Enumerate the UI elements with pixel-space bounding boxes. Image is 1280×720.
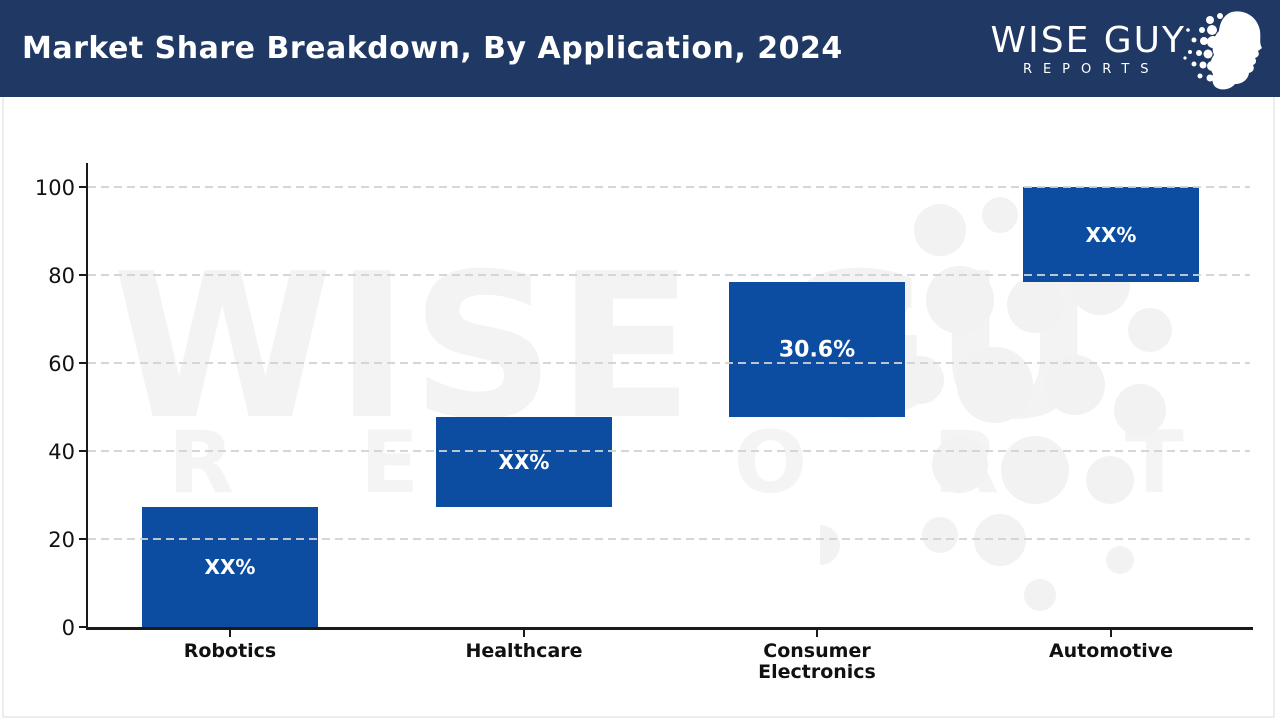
bar-value-label: XX% xyxy=(1085,222,1137,247)
gridline-100 xyxy=(88,186,1250,188)
y-axis-label-100: 100 xyxy=(34,176,75,200)
y-axis-label-80: 80 xyxy=(48,264,75,288)
y-axis xyxy=(86,163,88,629)
y-axis-label-0: 0 xyxy=(61,616,75,640)
dotted-face-icon xyxy=(1183,11,1262,90)
gridline-80 xyxy=(88,274,1250,276)
bar-value-label: XX% xyxy=(204,554,256,579)
x-axis-label-automotive: Automotive xyxy=(1048,640,1174,662)
y-tick-100 xyxy=(79,186,86,188)
y-axis-label-60: 60 xyxy=(48,352,75,376)
gridline-20 xyxy=(88,538,1250,540)
bar-healthcare xyxy=(436,417,612,507)
logo-text: WISE GUY REPORTS xyxy=(990,20,1187,78)
y-tick-40 xyxy=(79,450,86,452)
header-bar: Market Share Breakdown, By Application, … xyxy=(0,0,1280,97)
y-tick-80 xyxy=(79,274,86,276)
y-axis-label-20: 20 xyxy=(48,528,75,552)
x-tick-3 xyxy=(816,630,818,637)
x-axis-label-consumer-electronics: Consumer Electronics xyxy=(758,640,876,684)
x-tick-4 xyxy=(1110,630,1112,637)
bar-robotics xyxy=(142,506,318,627)
logo-subtitle: REPORTS xyxy=(1022,62,1160,77)
x-axis-label-healthcare: Healthcare xyxy=(465,640,583,662)
gridline-40 xyxy=(88,450,1250,452)
y-axis-label-40: 40 xyxy=(48,440,75,464)
x-axis xyxy=(86,627,1253,630)
bar-value-label: XX% xyxy=(498,450,550,474)
wise-guy-reports-logo: WISE GUY REPORTS xyxy=(991,6,1267,94)
y-tick-60 xyxy=(79,362,86,364)
x-axis-label-robotics: Robotics xyxy=(183,640,277,662)
x-tick-1 xyxy=(229,630,231,637)
y-tick-0 xyxy=(79,626,86,628)
logo-wordmark: WISE GUY xyxy=(990,20,1186,61)
x-tick-2 xyxy=(523,630,525,637)
y-tick-20 xyxy=(79,538,86,540)
bar-value-label: 30.6% xyxy=(778,337,856,363)
page-title: Market Share Breakdown, By Application, … xyxy=(22,31,843,66)
gridline-60 xyxy=(88,362,1250,364)
